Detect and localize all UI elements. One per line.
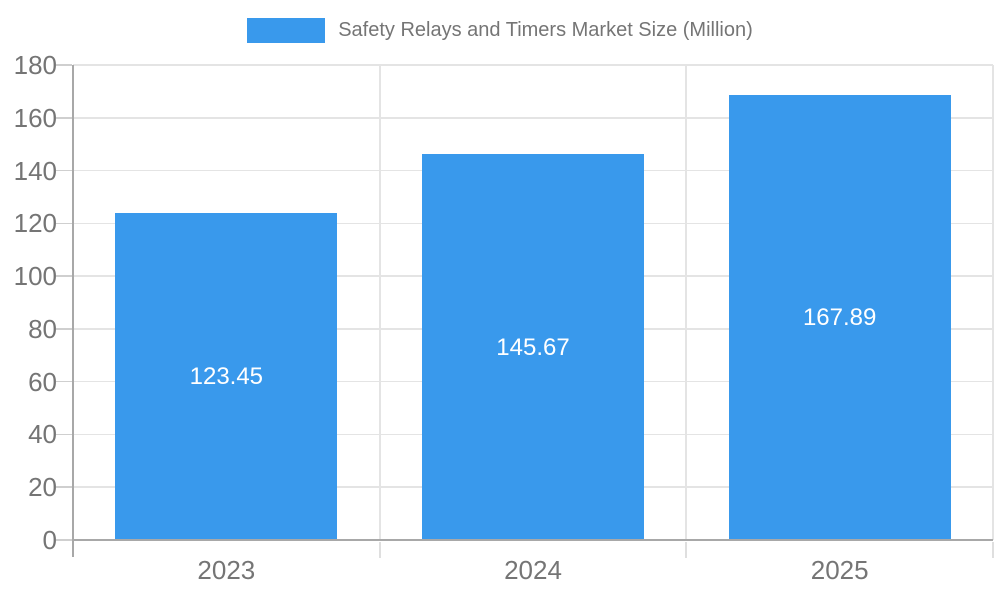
gridline-horizontal <box>73 117 993 119</box>
y-axis-tick <box>56 328 72 330</box>
x-axis-tick <box>992 542 994 558</box>
y-axis-tick-label: 60 <box>28 366 57 397</box>
bar-value-label: 145.67 <box>496 333 570 361</box>
x-axis-tick <box>378 542 381 558</box>
x-axis-line <box>73 538 993 541</box>
y-axis-tick <box>56 64 72 66</box>
y-axis-tick <box>56 222 72 225</box>
bar <box>115 212 338 539</box>
gridline-vertical <box>992 65 994 540</box>
bar-value-label: 123.45 <box>189 363 264 391</box>
y-axis-tick-label: 40 <box>28 419 57 450</box>
x-axis-category-label: 2025 <box>810 555 869 585</box>
y-axis-tick <box>56 169 72 172</box>
legend-swatch-icon <box>247 17 326 43</box>
y-axis-tick-label: 100 <box>13 261 57 292</box>
y-axis-tick <box>56 380 72 383</box>
bar <box>728 95 951 539</box>
y-axis-tick-label: 120 <box>13 208 57 239</box>
bar-value-label: 167.89 <box>802 304 877 332</box>
y-axis-tick-label: 80 <box>28 313 57 344</box>
x-axis-category-label: 2024 <box>504 555 562 585</box>
plot-area: 123.45 145.67 167.89 <box>56 64 994 558</box>
y-axis-tick-label: 20 <box>28 472 57 503</box>
y-axis-line <box>72 65 74 557</box>
y-axis-tick <box>56 275 72 277</box>
x-axis-tick <box>685 542 688 558</box>
legend-label: Safety Relays and Timers Market Size (Mi… <box>338 19 753 41</box>
gridline-vertical <box>378 65 381 540</box>
y-axis-tick <box>56 486 72 488</box>
gridline-vertical <box>685 65 688 540</box>
y-axis-tick <box>56 539 72 541</box>
y-axis-tick <box>56 117 72 119</box>
chart-legend[interactable]: Safety Relays and Timers Market Size (Mi… <box>0 17 1000 43</box>
y-axis-tick-label: 140 <box>13 155 57 186</box>
bar <box>422 154 644 539</box>
y-axis-tick <box>56 433 72 436</box>
y-axis-tick-label: 0 <box>42 525 57 555</box>
y-axis-tick-label: 180 <box>13 50 57 80</box>
x-axis-category-label: 2023 <box>197 555 256 585</box>
gridline-horizontal <box>73 64 993 66</box>
y-axis-tick-label: 160 <box>13 102 57 133</box>
